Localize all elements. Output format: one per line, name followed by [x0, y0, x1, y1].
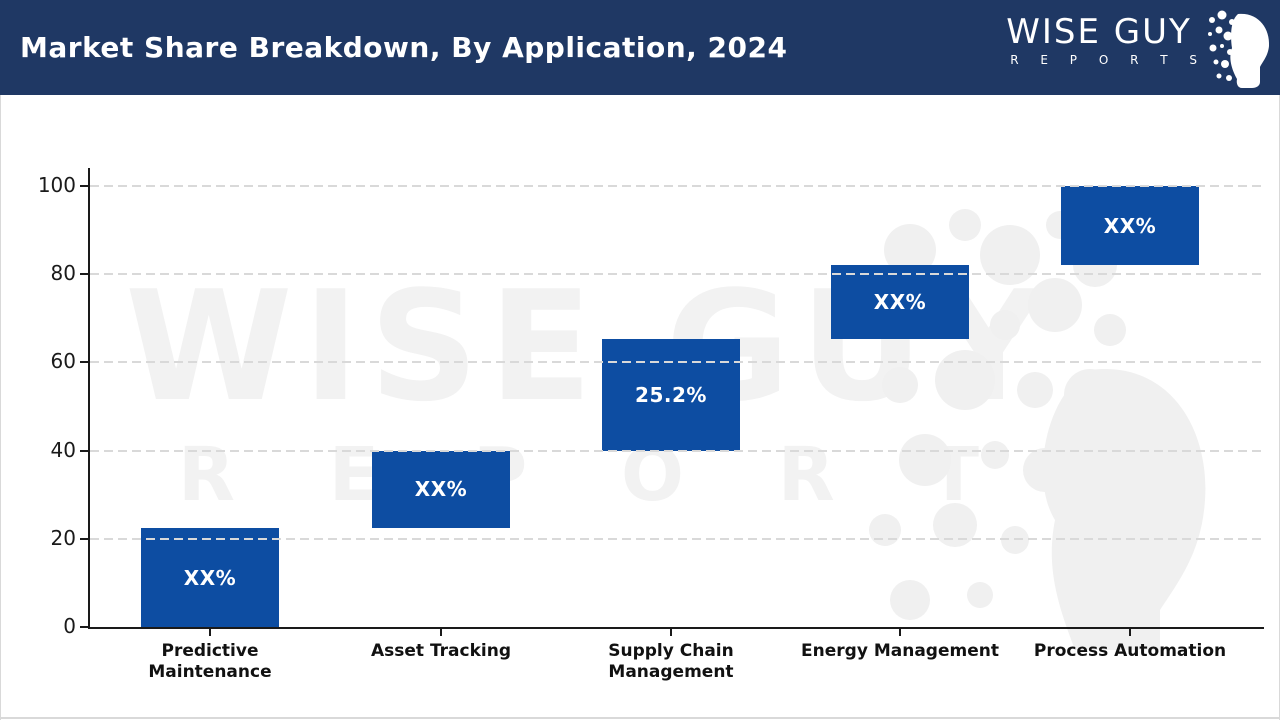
bar-value-label: XX% — [873, 290, 927, 315]
bar-predictive-maintenance: XX% — [141, 528, 279, 627]
category-label-asset-tracking: Asset Tracking — [370, 641, 512, 661]
x-tick-mark-2 — [670, 629, 672, 636]
x-tick-mark-3 — [899, 629, 901, 636]
gridline-100 — [90, 185, 1262, 187]
bar-process-automation: XX% — [1061, 186, 1199, 266]
x-tick-mark-4 — [1129, 629, 1131, 636]
y-tick-mark-20 — [80, 537, 88, 540]
y-tick-label-80: 80 — [50, 261, 76, 286]
bar-energy-management: XX% — [831, 265, 969, 340]
brand-logo: WISE GUY R E P O R T S — [1006, 12, 1206, 68]
bar-value-label: 25.2% — [635, 383, 707, 408]
category-label-energy-management: Energy Management — [801, 641, 999, 661]
header-banner: Market Share Breakdown, By Application, … — [0, 0, 1280, 95]
gridline-40 — [90, 449, 1262, 452]
y-tick-label-100: 100 — [37, 173, 76, 197]
x-tick-mark-0 — [209, 629, 211, 636]
bar-value-label: XX% — [183, 565, 237, 590]
y-tick-mark-80 — [80, 273, 88, 276]
y-tick-label-20: 20 — [50, 525, 76, 550]
y-tick-mark-100 — [80, 185, 88, 187]
page-title: Market Share Breakdown, By Application, … — [20, 31, 788, 64]
x-axis-line — [88, 627, 1264, 629]
bar-asset-tracking: XX% — [372, 450, 510, 529]
x-tick-mark-1 — [440, 629, 442, 636]
gridline-80 — [90, 273, 1262, 276]
bar-supply-chain-management: 25.2% — [602, 339, 740, 451]
category-label-process-automation: Process Automation — [1033, 641, 1227, 661]
y-tick-mark-60 — [80, 361, 88, 364]
y-tick-mark-0 — [80, 626, 88, 628]
gridline-20 — [90, 537, 1262, 540]
page-bottom-rule — [0, 717, 1280, 719]
gridline-60 — [90, 361, 1262, 364]
category-label-predictive-maintenance: Predictive Maintenance — [148, 641, 272, 682]
brand-logo-face-icon — [1208, 10, 1270, 88]
page-left-border — [0, 95, 1, 720]
brand-logo-name: WISE GUY — [1006, 12, 1192, 52]
category-label-supply-chain-management: Supply Chain Management — [608, 641, 734, 682]
y-tick-label-40: 40 — [50, 437, 76, 462]
y-tick-label-60: 60 — [50, 349, 76, 374]
y-axis-line — [88, 168, 90, 629]
bar-value-label: XX% — [1103, 213, 1157, 238]
y-tick-mark-40 — [80, 449, 88, 452]
y-tick-label-0: 0 — [63, 614, 76, 638]
bar-value-label: XX% — [414, 477, 468, 502]
brand-logo-subname: R E P O R T S — [1010, 53, 1206, 68]
